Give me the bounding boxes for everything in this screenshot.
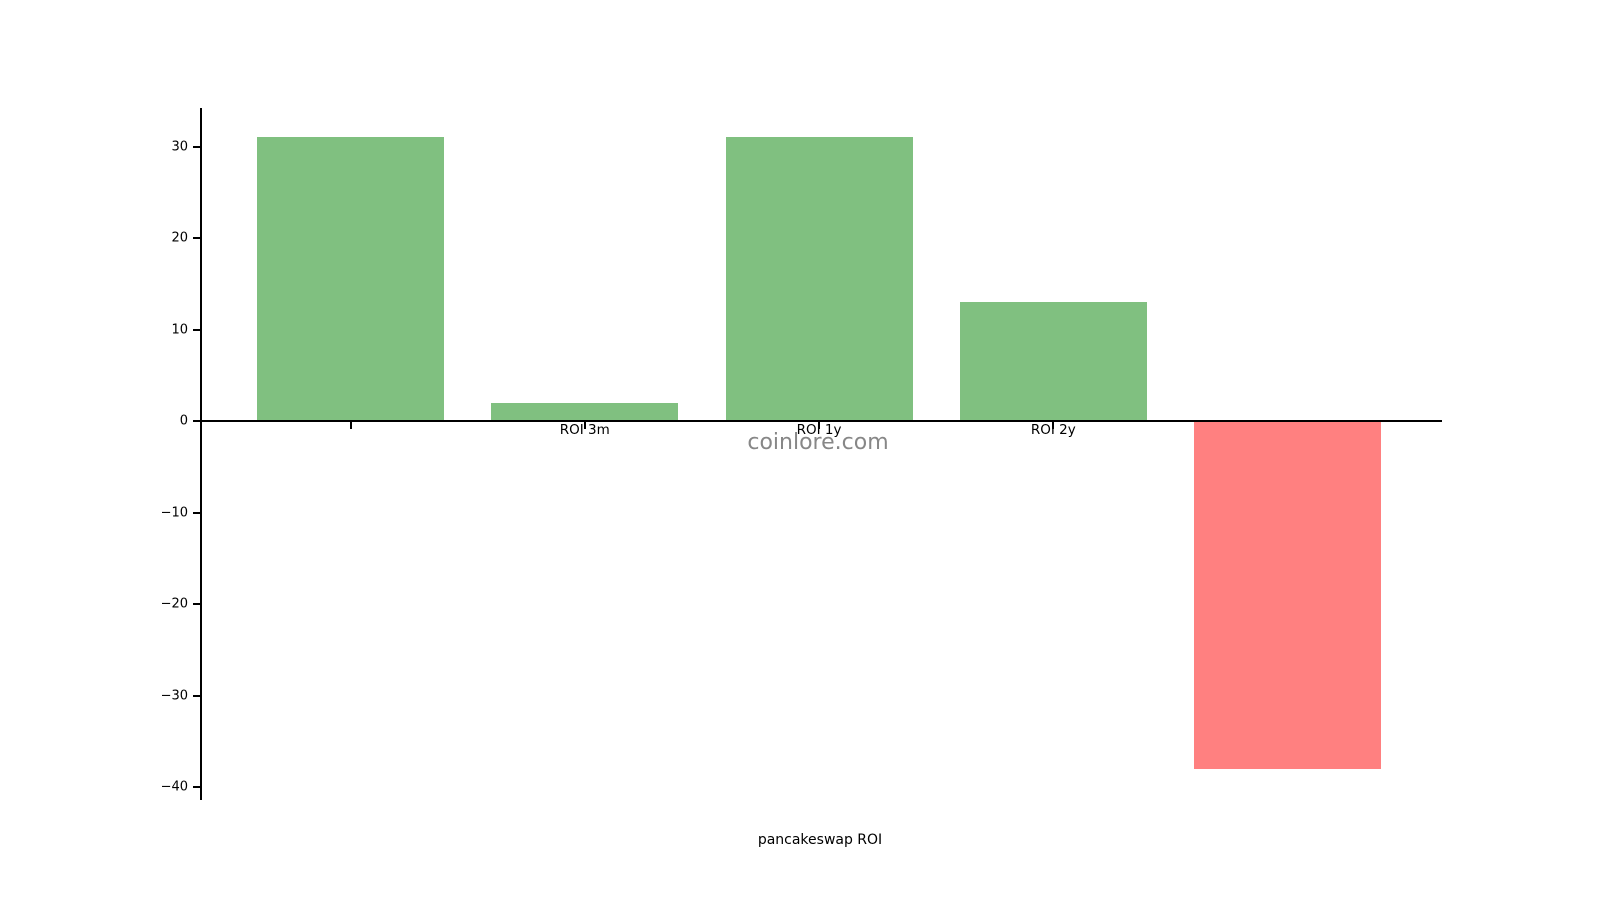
x-axis-title: pancakeswap ROI <box>757 832 883 848</box>
y-tick-label: 20 <box>171 230 188 246</box>
x-tick <box>1052 422 1055 429</box>
bar-ROI 1y <box>725 137 913 421</box>
y-tick <box>193 511 200 514</box>
y-tick-label: −10 <box>160 505 188 520</box>
x-tick-label: ROI 2y <box>1030 422 1076 438</box>
x-tick-label: ROI 1y <box>796 422 842 438</box>
y-axis-spine <box>200 108 202 800</box>
bar-col-1 <box>257 137 444 421</box>
y-tick-label: −20 <box>160 596 188 612</box>
watermark: coinlore.com <box>747 430 889 455</box>
y-tick-label: 30 <box>171 139 188 154</box>
y-tick-label: 10 <box>171 322 188 337</box>
y-tick-label: −40 <box>160 779 188 795</box>
y-tick-label: 0 <box>179 413 188 429</box>
x-tick-label: ROI 3m <box>559 422 610 438</box>
y-tick <box>193 420 200 422</box>
x-tick <box>583 422 586 429</box>
y-tick <box>193 786 200 788</box>
x-tick <box>818 422 820 429</box>
bar-ROI 3m <box>491 402 679 421</box>
y-tick-label: −30 <box>160 688 188 703</box>
bar-col-5 <box>1194 421 1381 769</box>
x-axis-line <box>200 420 1442 422</box>
y-tick <box>193 694 200 697</box>
y-tick <box>193 603 200 605</box>
bar-ROI 2y <box>959 302 1147 421</box>
y-tick <box>193 328 200 331</box>
x-tick <box>349 422 352 429</box>
y-tick <box>193 237 200 239</box>
y-tick <box>193 145 200 148</box>
